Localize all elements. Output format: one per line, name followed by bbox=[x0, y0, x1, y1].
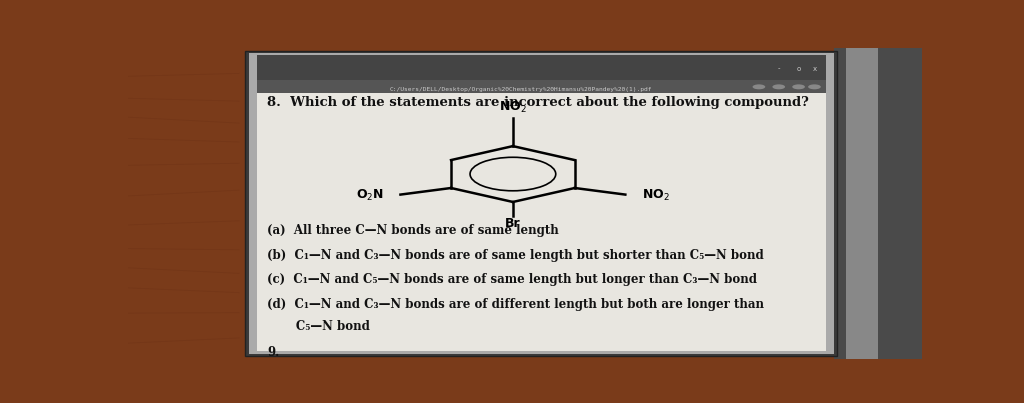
Text: (b)  C₁—N and C₃—N bonds are of same length but shorter than C₅—N bond: (b) C₁—N and C₃—N bonds are of same leng… bbox=[267, 249, 764, 262]
FancyBboxPatch shape bbox=[246, 52, 837, 355]
Circle shape bbox=[808, 84, 821, 89]
Text: (a)  All three C—N bonds are of same length: (a) All three C—N bonds are of same leng… bbox=[267, 224, 559, 237]
Text: NO$_2$: NO$_2$ bbox=[642, 188, 670, 203]
Text: o: o bbox=[797, 66, 801, 71]
Text: -: - bbox=[777, 66, 780, 71]
Text: NO$_2$: NO$_2$ bbox=[499, 100, 526, 115]
Text: 9.: 9. bbox=[267, 346, 280, 359]
Circle shape bbox=[753, 84, 765, 89]
Text: x: x bbox=[812, 66, 816, 71]
Bar bbox=[257, 80, 826, 93]
Text: (d)  C₁—N and C₃—N bonds are of different length but both are longer than: (d) C₁—N and C₃—N bonds are of different… bbox=[267, 298, 764, 311]
Text: 8.  Which of the statements are incorrect about the following compound?: 8. Which of the statements are incorrect… bbox=[267, 96, 809, 110]
Circle shape bbox=[793, 84, 805, 89]
Circle shape bbox=[772, 84, 785, 89]
Text: O$_2$N: O$_2$N bbox=[355, 188, 384, 203]
FancyBboxPatch shape bbox=[257, 54, 826, 351]
Bar bbox=[835, 48, 922, 359]
Text: C:/Users/DELL/Desktop/Organic%20Chemistry%20Himansu%20Pandey%20(1).pdf: C:/Users/DELL/Desktop/Organic%20Chemistr… bbox=[390, 87, 652, 92]
Bar bbox=[846, 48, 878, 359]
Text: C₅—N bond: C₅—N bond bbox=[267, 320, 370, 333]
Text: Br: Br bbox=[505, 218, 521, 231]
Text: (c)  C₁—N and C₅—N bonds are of same length but longer than C₃—N bond: (c) C₁—N and C₅—N bonds are of same leng… bbox=[267, 273, 757, 287]
Bar bbox=[257, 54, 826, 81]
FancyBboxPatch shape bbox=[249, 53, 834, 354]
Bar bbox=[128, 48, 251, 359]
